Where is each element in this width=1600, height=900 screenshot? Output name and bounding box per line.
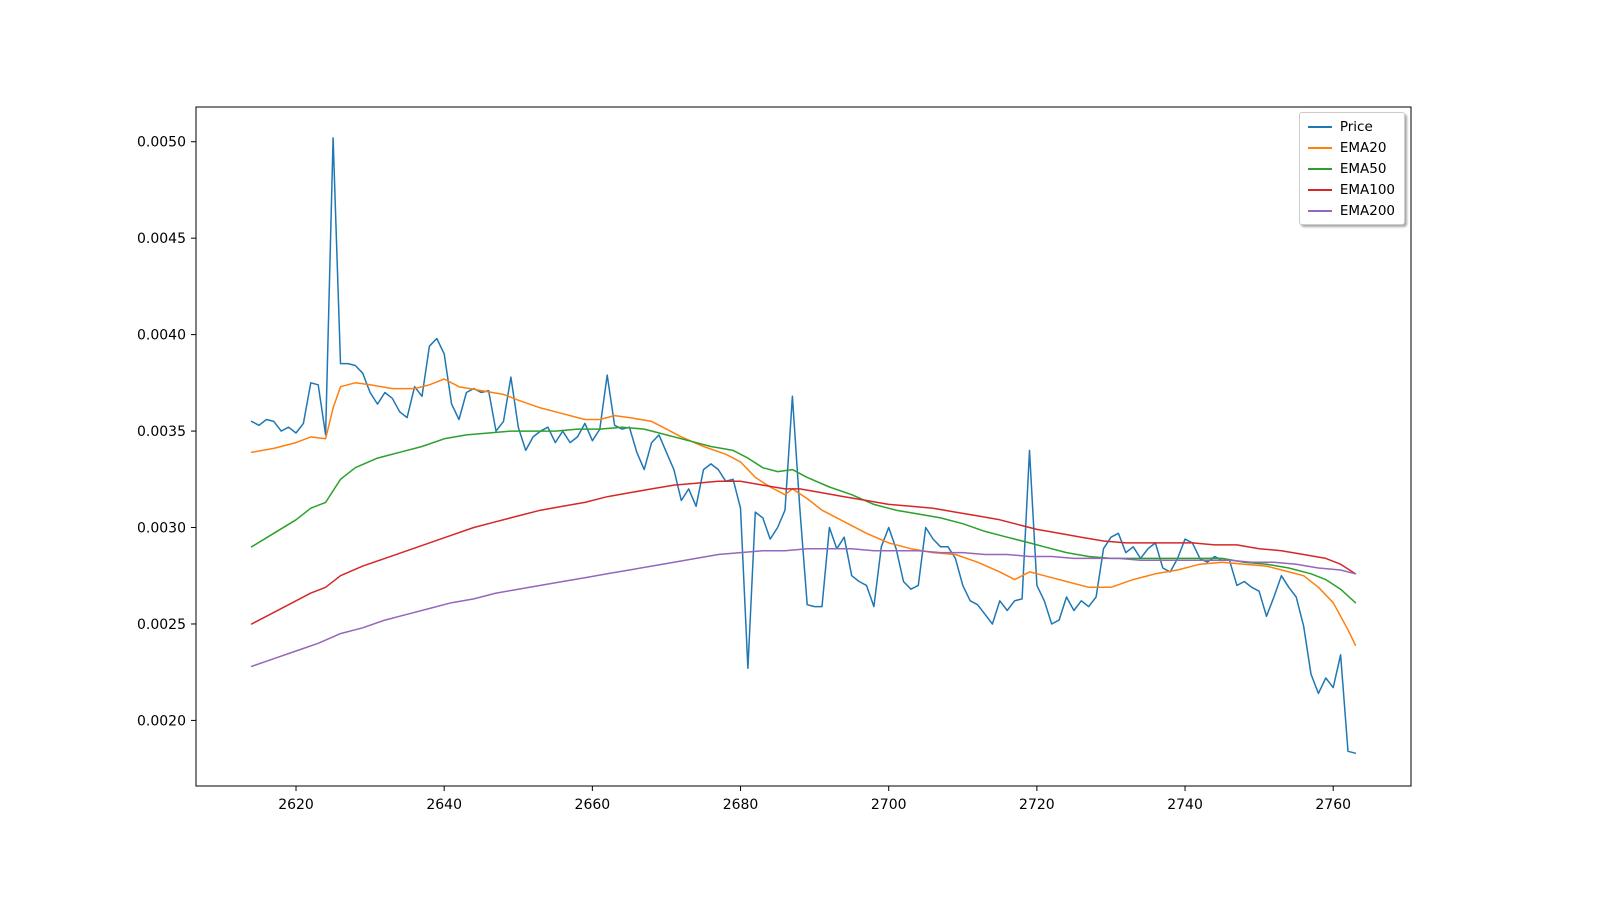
- x-tick-label: 2660: [575, 797, 611, 813]
- y-tick-label: 0.0030: [137, 521, 186, 537]
- legend-item-ema20: EMA20: [1307, 139, 1395, 156]
- x-tick-label: 2680: [723, 797, 759, 813]
- x-tick-label: 2640: [426, 797, 462, 813]
- y-tick-label: 0.0020: [137, 713, 186, 729]
- x-tick-label: 2700: [871, 797, 907, 813]
- legend-label: Price: [1339, 118, 1373, 135]
- legend: Price EMA20 EMA50 EMA100 EMA200: [1298, 112, 1405, 225]
- y-tick-label: 0.0050: [137, 135, 186, 151]
- legend-label: EMA100: [1339, 181, 1395, 198]
- legend-line-swatch: [1307, 209, 1332, 212]
- legend-item-ema50: EMA50: [1307, 160, 1395, 177]
- y-tick-label: 0.0035: [137, 424, 186, 440]
- x-tick-label: 2760: [1315, 797, 1351, 813]
- legend-label: EMA50: [1339, 160, 1387, 177]
- series-line-ema50: [250, 426, 1357, 604]
- legend-line-swatch: [1307, 125, 1332, 128]
- series-line-ema200: [250, 547, 1357, 668]
- legend-item-price: Price: [1307, 118, 1395, 135]
- x-tick-label: 2620: [278, 797, 314, 813]
- legend-label: EMA200: [1339, 202, 1395, 219]
- legend-item-ema200: EMA200: [1307, 202, 1395, 219]
- series-line-ema20: [250, 378, 1357, 646]
- legend-item-ema100: EMA100: [1307, 181, 1395, 198]
- y-tick-label: 0.0025: [137, 617, 186, 633]
- y-tick-label: 0.0045: [137, 231, 186, 247]
- series-line-ema100: [250, 480, 1357, 625]
- y-tick-label: 0.0040: [137, 328, 186, 344]
- legend-line-swatch: [1307, 167, 1332, 170]
- series-line-price: [250, 137, 1357, 754]
- x-tick-label: 2720: [1019, 797, 1055, 813]
- x-tick-label: 2740: [1167, 797, 1203, 813]
- legend-line-swatch: [1307, 146, 1332, 149]
- legend-label: EMA20: [1339, 139, 1387, 156]
- plot-frame: [195, 106, 1412, 787]
- legend-line-swatch: [1307, 188, 1332, 191]
